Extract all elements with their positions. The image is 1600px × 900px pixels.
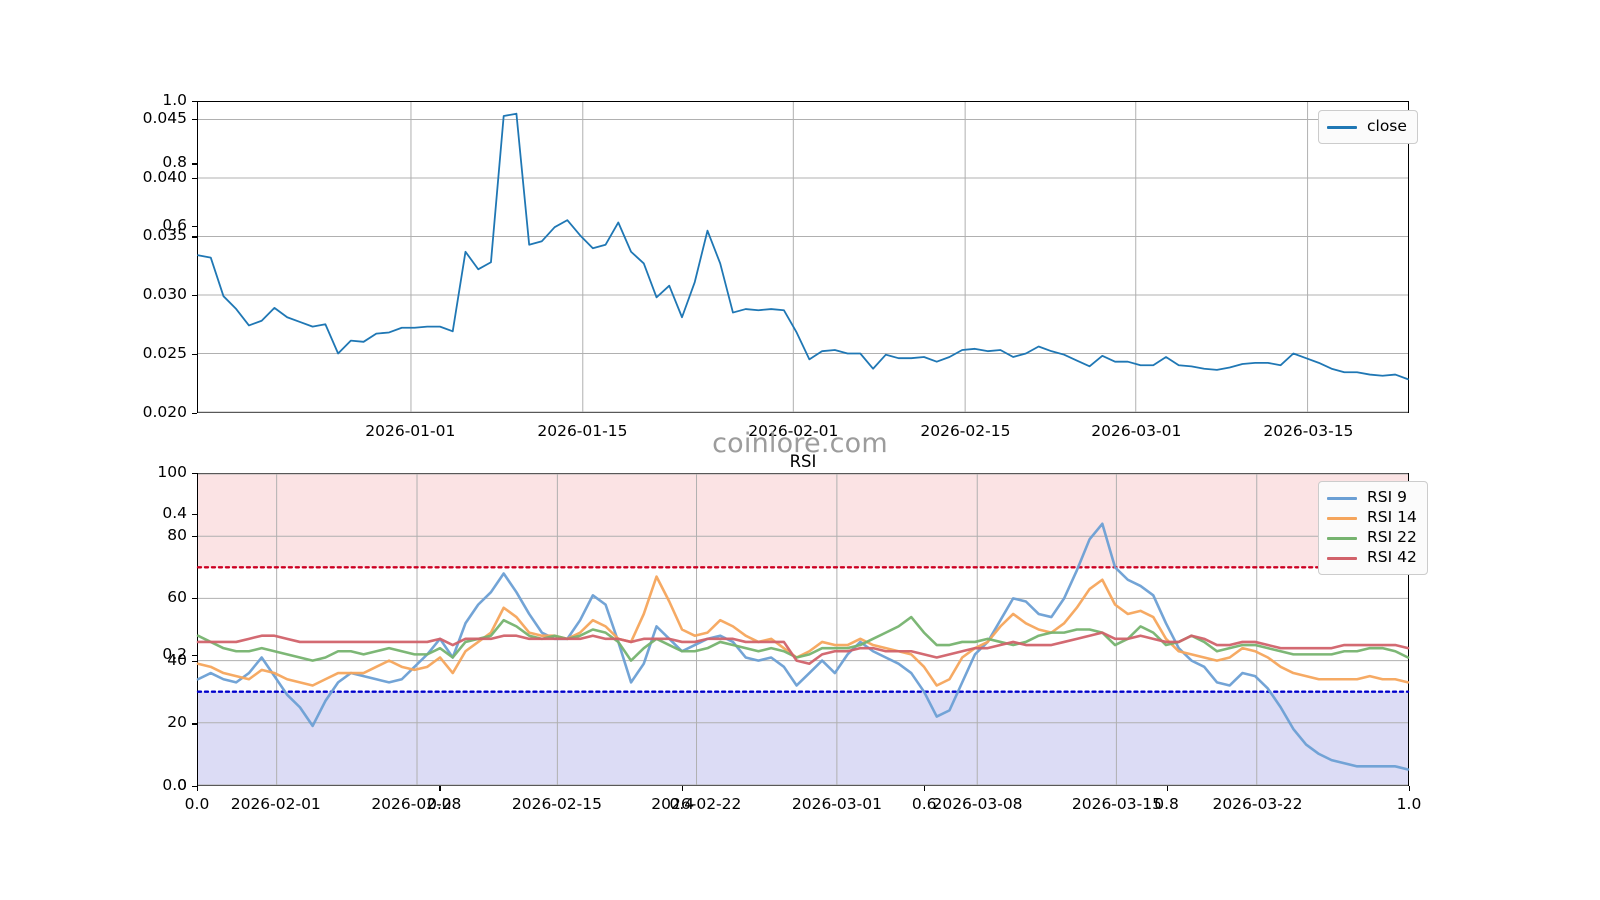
price-y-tick-label-secondary: 0.8 xyxy=(162,153,187,172)
price-x-tick-label: 2026-02-01 xyxy=(748,422,839,440)
rsi-x-tick-label-secondary: 1.0 xyxy=(1396,795,1422,813)
legend-item-label: RSI 22 xyxy=(1367,528,1417,547)
price-chart-plot-area xyxy=(197,101,1409,413)
rsi-x-tick-mark-secondary xyxy=(439,786,441,791)
rsi-y-tick-label-secondary: 0.0 xyxy=(162,776,187,794)
price-y-tick-mark-secondary xyxy=(192,163,197,165)
price-y-tick-label: 0.040 xyxy=(142,167,187,186)
price-y-tick-label: 0.030 xyxy=(142,285,187,304)
rsi-y-tick-label: 40 xyxy=(167,650,187,669)
rsi-y-tick-label: 80 xyxy=(167,525,187,544)
legend-item-label: close xyxy=(1367,117,1407,136)
price-x-tick-label: 2026-02-15 xyxy=(920,422,1011,440)
price-x-tick-label: 2026-03-15 xyxy=(1263,422,1354,440)
rsi-x-tick-label: 2026-03-01 xyxy=(791,795,882,813)
legend-item-rsi-42[interactable]: RSI 42 xyxy=(1327,548,1417,568)
price-x-tick-label: 2026-01-15 xyxy=(537,422,628,440)
price-y-tick-label: 0.020 xyxy=(142,403,187,421)
price-y-tick-label: 0.045 xyxy=(142,108,187,127)
rsi-x-tick-mark-secondary xyxy=(1166,786,1168,791)
price-y-tick-mark xyxy=(192,118,197,120)
price-chart-svg xyxy=(197,102,1409,413)
rsi-y-tick-mark-secondary xyxy=(192,654,197,656)
rsi-x-tick-label: 2026-03-08 xyxy=(932,795,1023,813)
price-y-tick-mark xyxy=(192,413,197,415)
legend-color-swatch xyxy=(1327,536,1357,540)
rsi-x-tick-mark-secondary xyxy=(681,786,683,791)
rsi-y-tick-mark xyxy=(192,598,197,600)
price-y-tick-mark xyxy=(192,177,197,179)
price-y-tick-label-secondary: 1.0 xyxy=(162,91,187,109)
rsi-chart-title: RSI xyxy=(789,452,817,471)
legend-item-label: RSI 14 xyxy=(1367,508,1417,527)
rsi-x-tick-mark-secondary xyxy=(197,786,199,791)
rsi-x-tick-label-secondary: 0.0 xyxy=(184,795,210,813)
price-y-tick-mark xyxy=(192,236,197,238)
legend-item-label: RSI 42 xyxy=(1367,548,1417,567)
price-y-tick-mark xyxy=(192,354,197,356)
price-x-tick-label: 2026-03-01 xyxy=(1091,422,1182,440)
legend-item-close[interactable]: close xyxy=(1327,117,1407,137)
legend-item-label: RSI 9 xyxy=(1367,488,1407,507)
price-y-tick-mark xyxy=(192,295,197,297)
price-x-tick-label: 2026-01-01 xyxy=(365,422,456,440)
rsi-x-tick-label-secondary: 0.4 xyxy=(669,795,695,813)
rsi-x-tick-mark-secondary xyxy=(1409,786,1411,791)
rsi-x-tick-label-secondary: 0.8 xyxy=(1154,795,1179,813)
price-y-tick-mark-secondary xyxy=(192,225,197,227)
legend-item-rsi-22[interactable]: RSI 22 xyxy=(1327,528,1417,548)
legend-color-swatch xyxy=(1327,556,1357,560)
rsi-x-tick-label-secondary: 0.6 xyxy=(911,795,937,813)
rsi-y-tick-label-secondary: 0.2 xyxy=(162,644,187,663)
legend-item-rsi-14[interactable]: RSI 14 xyxy=(1327,508,1417,528)
rsi-y-tick-mark-secondary xyxy=(192,513,197,515)
price-y-tick-label-secondary: 0.6 xyxy=(162,215,187,234)
legend-color-swatch xyxy=(1327,496,1357,500)
legend-item-rsi-9[interactable]: RSI 9 xyxy=(1327,488,1417,508)
rsi-y-tick-label: 0 xyxy=(177,776,187,794)
rsi-y-tick-mark xyxy=(192,660,197,662)
rsi-x-tick-label: 2026-03-22 xyxy=(1212,795,1303,813)
rsi-y-tick-mark xyxy=(192,535,197,537)
price-chart-legend: close xyxy=(1318,110,1418,144)
rsi-y-tick-label: 20 xyxy=(167,713,187,732)
rsi-x-tick-label: 2026-03-15 xyxy=(1071,795,1162,813)
rsi-chart-plot-area xyxy=(196,473,1410,786)
legend-color-swatch xyxy=(1327,516,1357,520)
price-y-tick-label: 0.025 xyxy=(142,344,187,363)
rsi-y-tick-mark-secondary xyxy=(192,786,197,788)
rsi-y-tick-label: 100 xyxy=(157,463,187,481)
legend-color-swatch xyxy=(1327,125,1357,129)
price-y-tick-label: 0.035 xyxy=(142,226,187,245)
rsi-x-tick-label: 2026-02-22 xyxy=(651,795,742,813)
price-y-tick-mark-secondary xyxy=(192,101,197,103)
rsi-x-tick-label: 2026-02-08 xyxy=(371,795,462,813)
rsi-y-tick-label: 60 xyxy=(167,588,187,607)
rsi-x-tick-label: 2026-02-01 xyxy=(230,795,321,813)
rsi-x-tick-label: 2026-02-15 xyxy=(511,795,602,813)
rsi-chart-legend: RSI 9 RSI 14 RSI 22 RSI 42 xyxy=(1318,481,1428,575)
rsi-x-tick-mark-secondary xyxy=(924,786,926,791)
rsi-y-tick-label-secondary: 0.4 xyxy=(162,503,187,522)
rsi-y-tick-mark xyxy=(192,473,197,475)
rsi-chart-svg xyxy=(196,473,1410,786)
rsi-x-tick-label-secondary: 0.2 xyxy=(427,795,452,813)
rsi-y-tick-mark xyxy=(192,723,197,725)
